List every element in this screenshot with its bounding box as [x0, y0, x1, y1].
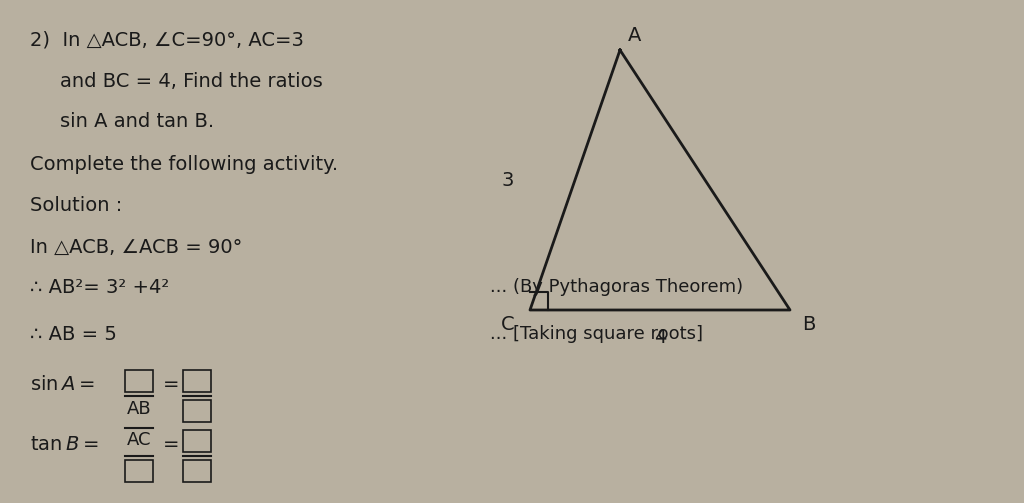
Text: Complete the following activity.: Complete the following activity.	[30, 155, 338, 174]
Text: In △ACB, ∠ACB = 90°: In △ACB, ∠ACB = 90°	[30, 238, 243, 257]
Text: ... [Taking square roots]: ... [Taking square roots]	[490, 325, 703, 343]
Text: $\tan B = $: $\tan B = $	[30, 435, 98, 454]
Text: ... (By Pythagoras Theorem): ... (By Pythagoras Theorem)	[490, 278, 743, 296]
Text: 4: 4	[653, 328, 667, 347]
Text: ∴ AB²= 3² +4²: ∴ AB²= 3² +4²	[30, 278, 169, 297]
Bar	[183, 400, 211, 422]
Text: $\sin A = $: $\sin A = $	[30, 375, 94, 394]
Bar	[183, 460, 211, 482]
Text: =: =	[163, 375, 179, 394]
Text: AC: AC	[127, 431, 152, 449]
Bar	[125, 370, 153, 392]
Bar	[183, 370, 211, 392]
Text: and BC = 4, Find the ratios: and BC = 4, Find the ratios	[60, 72, 323, 91]
Text: =: =	[163, 435, 179, 454]
Text: A: A	[628, 26, 641, 45]
Bar	[125, 460, 153, 482]
Bar	[183, 430, 211, 452]
Text: ∴ AB = 5: ∴ AB = 5	[30, 325, 117, 344]
Text: B: B	[802, 315, 815, 334]
Text: C: C	[501, 315, 515, 334]
Text: Solution :: Solution :	[30, 196, 122, 215]
Text: 3: 3	[502, 171, 514, 190]
Text: 2)  In △ACB, ∠C=90°, AC=3: 2) In △ACB, ∠C=90°, AC=3	[30, 30, 304, 49]
Text: AB: AB	[127, 400, 152, 418]
Text: sin A and tan B.: sin A and tan B.	[60, 112, 214, 131]
